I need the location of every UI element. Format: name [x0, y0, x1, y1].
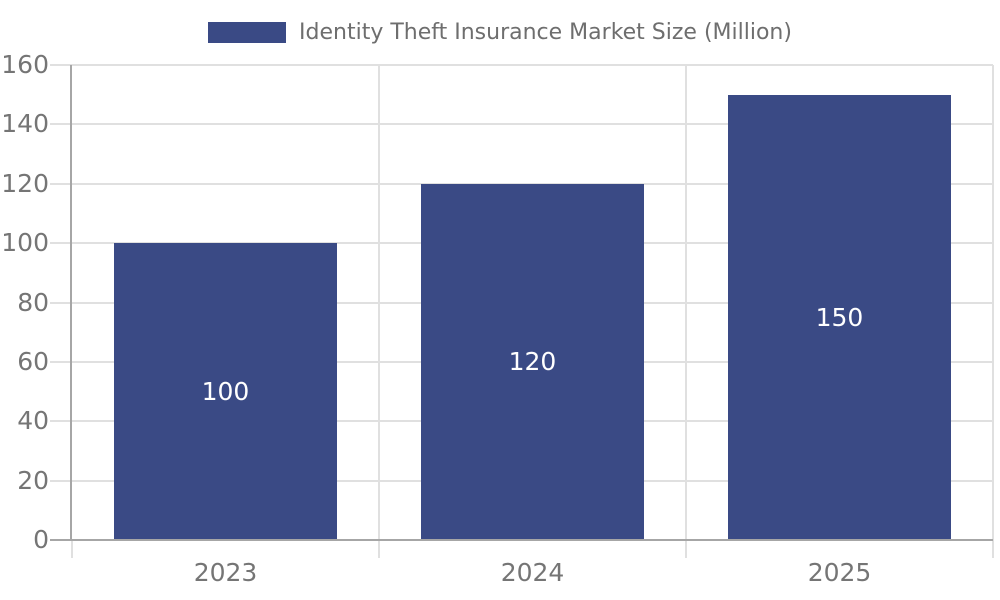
legend-label: Identity Theft Insurance Market Size (Mi… [299, 19, 792, 45]
y-tick-label: 80 [17, 287, 49, 317]
bar-value-label: 100 [201, 377, 250, 407]
bar-2024[interactable]: 120 [421, 183, 644, 540]
bar-value-label: 150 [815, 302, 864, 332]
y-tick-label: 140 [1, 109, 49, 139]
bar-2023[interactable]: 100 [114, 243, 337, 540]
gridline-vertical [992, 65, 994, 558]
legend-swatch [208, 21, 287, 43]
gridline-vertical [685, 65, 687, 558]
gridline-vertical [378, 65, 380, 558]
y-tick-label: 0 [33, 525, 49, 554]
x-tick-label: 2025 [807, 558, 872, 587]
bar-value-label: 120 [508, 347, 557, 377]
y-tick-label: 120 [1, 168, 49, 198]
bar-2025[interactable]: 150 [728, 94, 951, 540]
y-tick-label: 20 [17, 465, 49, 495]
x-tick-label: 2023 [193, 558, 258, 587]
axis-tick [71, 540, 73, 558]
gridline-horizontal [50, 123, 993, 126]
x-tick-label: 2024 [500, 558, 565, 587]
chart-legend[interactable]: Identity Theft Insurance Market Size (Mi… [0, 19, 1000, 45]
y-axis-line [70, 65, 72, 540]
y-tick-label: 160 [1, 50, 49, 79]
x-axis-line [50, 539, 993, 541]
y-tick-label: 60 [17, 346, 49, 376]
y-tick-label: 100 [1, 228, 49, 258]
gridline-horizontal [50, 64, 993, 66]
y-tick-label: 40 [17, 406, 49, 436]
